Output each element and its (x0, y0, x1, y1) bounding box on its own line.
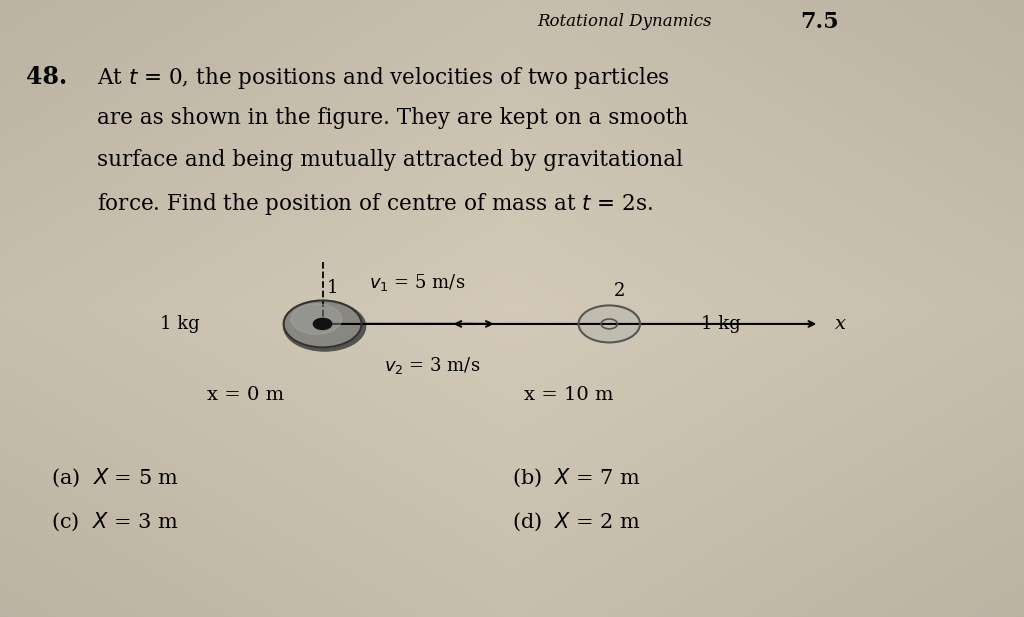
Circle shape (291, 304, 342, 334)
Text: surface and being mutually attracted by gravitational: surface and being mutually attracted by … (97, 149, 683, 171)
Text: are as shown in the figure. They are kept on a smooth: are as shown in the figure. They are kep… (97, 107, 688, 129)
Circle shape (579, 305, 640, 342)
Text: $v_2$ = 3 m/s: $v_2$ = 3 m/s (384, 355, 480, 376)
Text: 1 kg: 1 kg (160, 315, 200, 333)
Circle shape (284, 302, 366, 351)
Text: x = 10 m: x = 10 m (523, 386, 613, 404)
Text: (c)  $X$ = 3 m: (c) $X$ = 3 m (51, 510, 178, 532)
Text: 2: 2 (613, 283, 625, 300)
Text: force. Find the position of centre of mass at $t$ = 2s.: force. Find the position of centre of ma… (97, 191, 653, 217)
Circle shape (284, 300, 361, 347)
Text: x = 0 m: x = 0 m (207, 386, 285, 404)
Text: $v_1$ = 5 m/s: $v_1$ = 5 m/s (369, 272, 465, 293)
Text: Rotational Dynamics: Rotational Dynamics (538, 13, 712, 30)
Text: (a)  $X$ = 5 m: (a) $X$ = 5 m (51, 467, 179, 489)
Text: (b)  $X$ = 7 m: (b) $X$ = 7 m (512, 467, 641, 489)
Text: 1: 1 (327, 280, 338, 297)
Text: 48.: 48. (26, 65, 67, 89)
Text: 1 kg: 1 kg (701, 315, 741, 333)
Text: (d)  $X$ = 2 m: (d) $X$ = 2 m (512, 510, 641, 532)
Text: x: x (835, 315, 846, 333)
Text: At $t$ = 0, the positions and velocities of two particles: At $t$ = 0, the positions and velocities… (97, 65, 671, 91)
Text: 7.5: 7.5 (800, 10, 839, 33)
Circle shape (313, 318, 332, 329)
